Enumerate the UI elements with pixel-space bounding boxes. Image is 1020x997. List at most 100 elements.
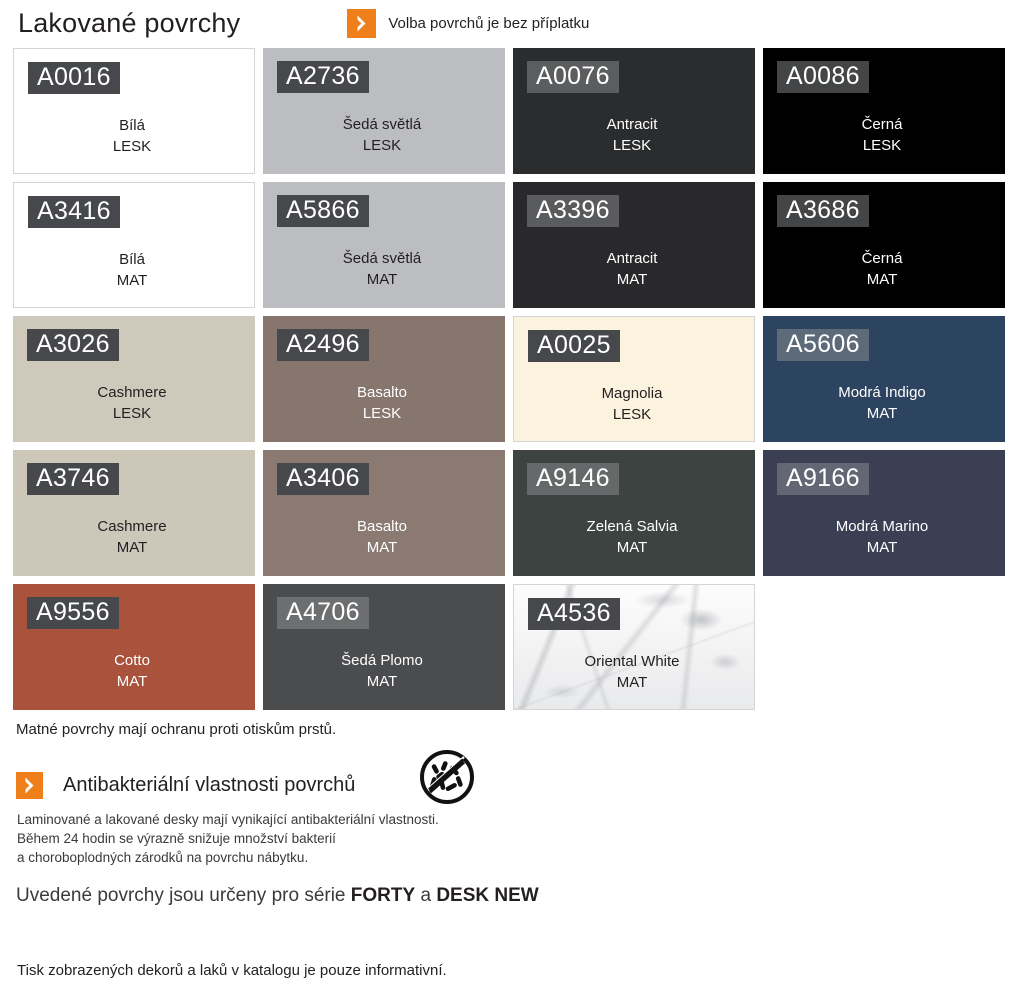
- swatch-labels: Modrá Marino MAT: [763, 516, 1005, 558]
- swatch-name: Oriental White: [584, 653, 680, 670]
- swatch-code: A9166: [777, 463, 869, 495]
- swatch-name: Šedá Plomo: [341, 652, 423, 669]
- antibacterial-description-line-3: a choroboplodných zárodků na povrchu náb…: [17, 850, 309, 865]
- swatch-code: A0016: [28, 62, 120, 94]
- swatch-finish: LESK: [612, 137, 652, 154]
- color-swatch[interactable]: A3416 Bílá MAT: [13, 182, 255, 308]
- swatch-code: A3396: [527, 195, 619, 227]
- swatch-code: A9146: [527, 463, 619, 495]
- color-swatch[interactable]: A5866 Šedá světlá MAT: [263, 182, 505, 308]
- antibacterial-description: Laminované a lakované desky mají vynikaj…: [17, 810, 439, 867]
- color-swatch[interactable]: A3396 Antracit MAT: [513, 182, 755, 308]
- swatch-labels: Magnolia LESK: [514, 383, 754, 425]
- swatch-labels: Oriental White MAT: [514, 651, 754, 693]
- swatch-labels: Cashmere MAT: [13, 516, 255, 558]
- swatch-code: A0076: [527, 61, 619, 93]
- chevron-right-icon: [16, 771, 43, 799]
- swatch-labels: Šedá světlá MAT: [263, 248, 505, 290]
- color-swatch[interactable]: A4706 Šedá Plomo MAT: [263, 584, 505, 710]
- swatch-finish: LESK: [612, 406, 652, 423]
- swatch-name: Zelená Salvia: [586, 518, 678, 535]
- swatch-labels: Basalto MAT: [263, 516, 505, 558]
- color-swatch[interactable]: A9146 Zelená Salvia MAT: [513, 450, 755, 576]
- swatch-name: Basalto: [356, 384, 408, 401]
- swatch-finish: MAT: [616, 674, 648, 691]
- swatch-name: Antracit: [606, 116, 658, 133]
- color-swatch[interactable]: A3746 Cashmere MAT: [13, 450, 255, 576]
- swatch-name: Antracit: [606, 250, 658, 267]
- swatch-row: A3416 Bílá MAT A5866 Šedá světlá MAT A3396 Antr…: [13, 182, 1011, 308]
- swatch-finish: MAT: [866, 271, 898, 288]
- swatch-code: A2736: [277, 61, 369, 93]
- color-swatch[interactable]: A0025 Magnolia LESK: [513, 316, 755, 442]
- swatch-finish: LESK: [112, 138, 152, 155]
- swatch-code: A9556: [27, 597, 119, 629]
- swatch-finish: LESK: [112, 405, 152, 422]
- swatch-code: A4536: [528, 598, 620, 630]
- chevron-right-icon: [348, 9, 376, 37]
- color-swatch[interactable]: A4536 Oriental White MAT: [513, 584, 755, 710]
- swatch-labels: Černá LESK: [763, 114, 1005, 156]
- swatch-labels: Cotto MAT: [13, 650, 255, 692]
- swatch-row: A0016 Bílá LESK A2736 Šedá světlá LESK A0076 An…: [13, 48, 1011, 174]
- color-swatch[interactable]: A2736 Šedá světlá LESK: [263, 48, 505, 174]
- swatch-name: Černá: [861, 116, 903, 133]
- print-disclaimer: Tisk zobrazených dekorů a laků v katalog…: [17, 962, 447, 979]
- swatch-code: A2496: [277, 329, 369, 361]
- swatch-finish: MAT: [616, 271, 648, 288]
- swatch-finish: MAT: [116, 673, 148, 690]
- swatch-name: Cashmere: [97, 384, 167, 401]
- swatch-code: A3416: [28, 196, 120, 228]
- swatch-name: Modrá Marino: [835, 518, 929, 535]
- swatch-code: A5606: [777, 329, 869, 361]
- color-swatch[interactable]: A5606 Modrá Indigo MAT: [763, 316, 1005, 442]
- swatch-labels: Cashmere LESK: [13, 382, 255, 424]
- color-swatch[interactable]: A9166 Modrá Marino MAT: [763, 450, 1005, 576]
- swatch-finish: MAT: [866, 539, 898, 556]
- swatch-name: Cashmere: [97, 518, 167, 535]
- swatch-name: Bílá: [119, 251, 145, 268]
- swatch-code: A4706: [277, 597, 369, 629]
- swatch-code: A0025: [528, 330, 620, 362]
- color-swatch[interactable]: A3686 Černá MAT: [763, 182, 1005, 308]
- swatch-labels: Basalto LESK: [263, 382, 505, 424]
- swatch-finish: MAT: [866, 405, 898, 422]
- swatch-labels: Černá MAT: [763, 248, 1005, 290]
- swatch-name: Magnolia: [601, 385, 663, 402]
- swatch-labels: Šedá Plomo MAT: [263, 650, 505, 692]
- swatch-finish: MAT: [116, 539, 148, 556]
- color-swatch[interactable]: A0076 Antracit LESK: [513, 48, 755, 174]
- page-title: Lakované povrchy: [18, 7, 241, 38]
- color-swatch[interactable]: A3406 Basalto MAT: [263, 450, 505, 576]
- swatch-name: Basalto: [356, 518, 408, 535]
- swatch-labels: Bílá LESK: [14, 115, 254, 157]
- color-swatch[interactable]: A9556 Cotto MAT: [13, 584, 255, 710]
- color-swatch[interactable]: A0016 Bílá LESK: [13, 48, 255, 174]
- color-swatch[interactable]: A3026 Cashmere LESK: [13, 316, 255, 442]
- series-note: Uvedené povrchy jsou určeny pro série FO…: [16, 885, 539, 907]
- swatch-labels: Zelená Salvia MAT: [513, 516, 755, 558]
- swatch-code: A3026: [27, 329, 119, 361]
- swatch-code: A3746: [27, 463, 119, 495]
- swatch-name: Černá: [861, 250, 903, 267]
- swatch-code: A3406: [277, 463, 369, 495]
- antibacterial-description-line-2: Během 24 hodin se výrazně snižuje množst…: [17, 831, 336, 846]
- swatch-name: Bílá: [119, 117, 145, 134]
- series-note-prefix: Uvedené povrchy jsou určeny pro série: [16, 885, 351, 906]
- swatch-name: Modrá Indigo: [838, 384, 926, 401]
- swatch-code: A0086: [777, 61, 869, 93]
- swatch-labels: Šedá světlá LESK: [263, 114, 505, 156]
- swatch-row: A3026 Cashmere LESK A2496 Basalto LESK A0025 Ma…: [13, 316, 1011, 442]
- swatch-name: Cotto: [114, 652, 150, 669]
- swatch-row: A3746 Cashmere MAT A3406 Basalto MAT A9146 Zele…: [13, 450, 1011, 576]
- color-swatch[interactable]: A0086 Černá LESK: [763, 48, 1005, 174]
- color-swatch[interactable]: A2496 Basalto LESK: [263, 316, 505, 442]
- swatch-finish: MAT: [366, 271, 398, 288]
- swatch-finish: MAT: [116, 272, 148, 289]
- swatch-name: Šedá světlá: [342, 116, 422, 133]
- swatch-labels: Modrá Indigo MAT: [763, 382, 1005, 424]
- header-badge-note: Volba povrchů je bez příplatku: [348, 9, 589, 37]
- swatch-code: A3686: [777, 195, 869, 227]
- swatch-grid: A0016 Bílá LESK A2736 Šedá světlá LESK A0076 An…: [13, 48, 1011, 718]
- swatch-row: A9556 Cotto MAT A4706 Šedá Plomo MAT A4536 Orie…: [13, 584, 1011, 710]
